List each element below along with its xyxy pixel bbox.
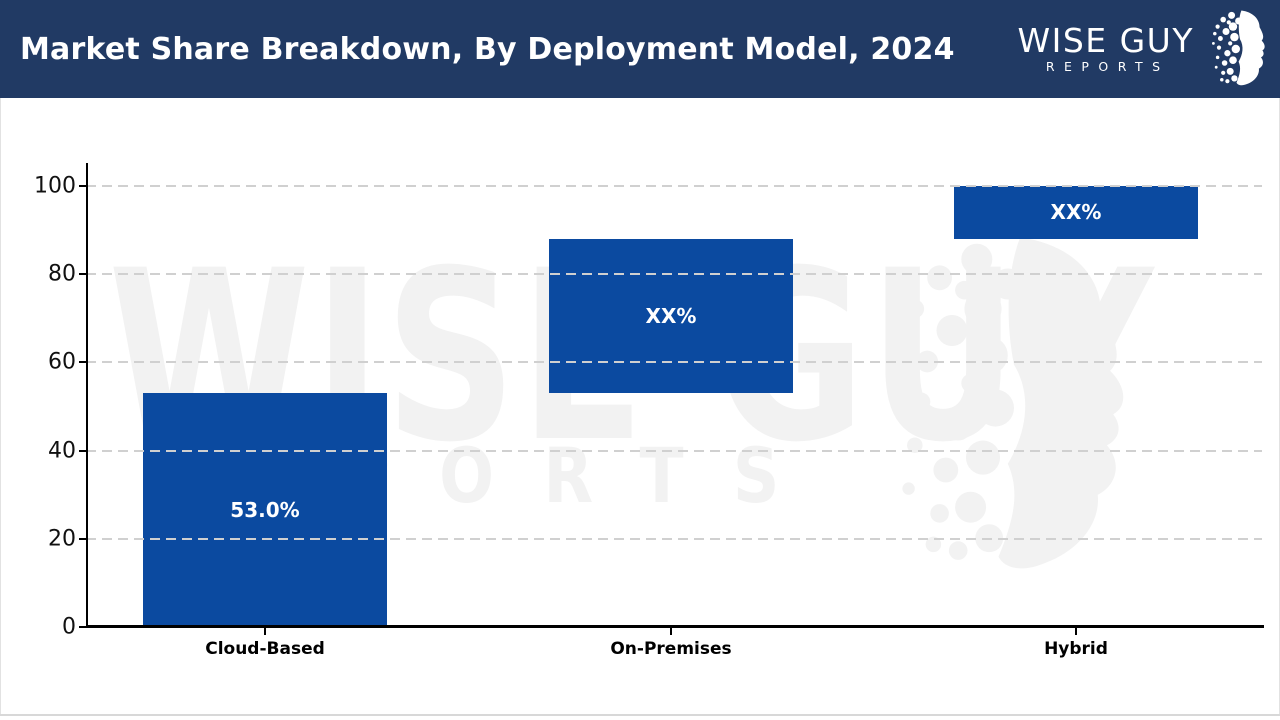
- y-axis-tick-label: 0: [62, 614, 76, 640]
- bar-value-label: XX%: [1050, 200, 1102, 225]
- y-axis-tick-mark: [79, 626, 86, 628]
- y-axis-tick-mark: [79, 361, 86, 364]
- y-axis-line: [86, 163, 88, 628]
- x-axis-category-label: On-Premises: [610, 639, 732, 659]
- y-axis-tick-mark: [79, 185, 86, 187]
- gridline: [86, 185, 1262, 187]
- y-axis-tick-label: 60: [48, 349, 76, 375]
- x-axis-tick-mark: [670, 628, 672, 635]
- brand-logo: WISE GUY REPORTS: [1017, 7, 1268, 91]
- x-axis-line: [86, 625, 1264, 628]
- wise-guy-face-icon: [1198, 7, 1268, 91]
- bar-value-label: 53.0%: [230, 498, 300, 523]
- y-axis-tick-mark: [79, 273, 86, 276]
- bar-segment-hybrid: [954, 186, 1198, 239]
- page-edge-left: [0, 98, 1, 716]
- page-title: Market Share Breakdown, By Deployment Mo…: [20, 31, 955, 67]
- y-axis-tick-label: 40: [48, 438, 76, 464]
- brand-tagline: REPORTS: [1045, 58, 1170, 74]
- bar-segment-on-premises: [549, 238, 793, 394]
- gridline: [86, 273, 1262, 276]
- header-bar: Market Share Breakdown, By Deployment Mo…: [0, 0, 1280, 98]
- gridline: [86, 537, 1262, 540]
- y-axis-tick-label: 100: [34, 173, 76, 199]
- brand-text: WISE GUY REPORTS: [1017, 24, 1194, 74]
- y-axis-tick-mark: [79, 449, 86, 452]
- x-axis-tick-mark: [1075, 628, 1077, 635]
- bar-segment-cloud-based: [143, 393, 387, 627]
- bar-value-label: XX%: [645, 304, 697, 329]
- gridline: [86, 449, 1262, 452]
- gridline: [86, 361, 1262, 364]
- page-bottom-rule: [0, 714, 1280, 716]
- y-axis-tick-label: 80: [48, 261, 76, 287]
- y-axis-tick-mark: [79, 537, 86, 540]
- x-axis-tick-mark: [264, 628, 266, 635]
- y-axis-tick-label: 20: [48, 526, 76, 552]
- x-axis-category-label: Hybrid: [1044, 639, 1108, 659]
- x-axis-category-label: Cloud-Based: [205, 639, 325, 659]
- brand-name: WISE GUY: [1017, 21, 1194, 61]
